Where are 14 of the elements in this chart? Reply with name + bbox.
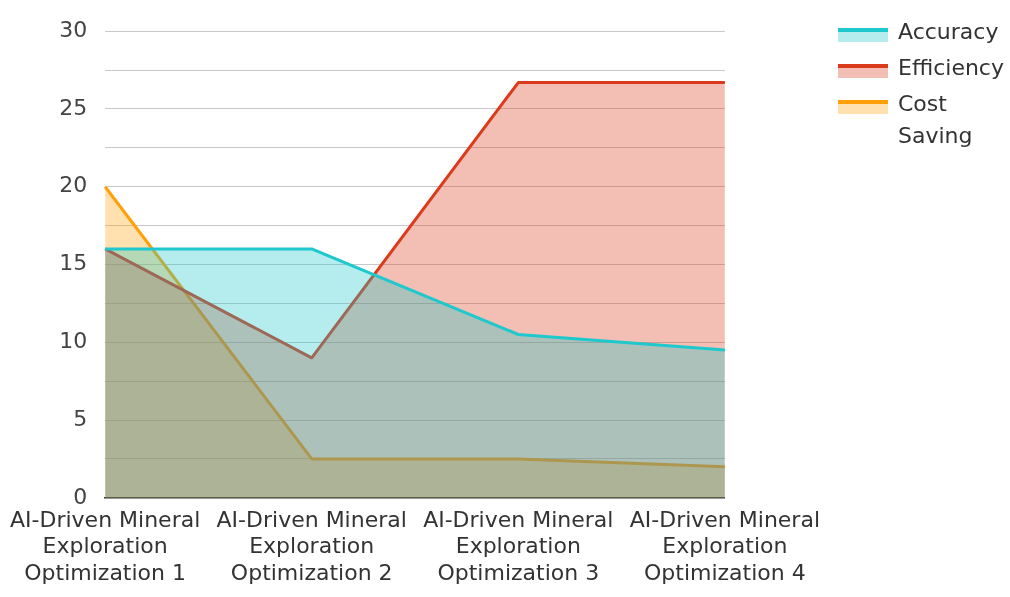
y-tick-label: 30 xyxy=(59,16,88,42)
y-tick-label: 10 xyxy=(59,327,88,353)
x-tick-label: AI-Driven Mineral Exploration Optimization 3 xyxy=(423,506,614,585)
legend-label: Cost Saving xyxy=(898,90,974,150)
x-tick-label: AI-Driven Mineral Exploration Optimization 1 xyxy=(10,506,201,585)
legend-label: Efficiency xyxy=(898,54,1004,82)
y-tick-label: 15 xyxy=(59,250,88,276)
y-tick-label: 5 xyxy=(73,405,88,431)
x-tick-label: AI-Driven Mineral Exploration Optimization 4 xyxy=(629,506,820,585)
y-tick-label: 25 xyxy=(59,94,88,120)
y-tick-label: 20 xyxy=(59,172,88,198)
x-tick-label: AI-Driven Mineral Exploration Optimization 2 xyxy=(216,506,407,585)
legend-label: Accuracy xyxy=(898,18,999,46)
y-tick-label: 0 xyxy=(73,483,88,509)
